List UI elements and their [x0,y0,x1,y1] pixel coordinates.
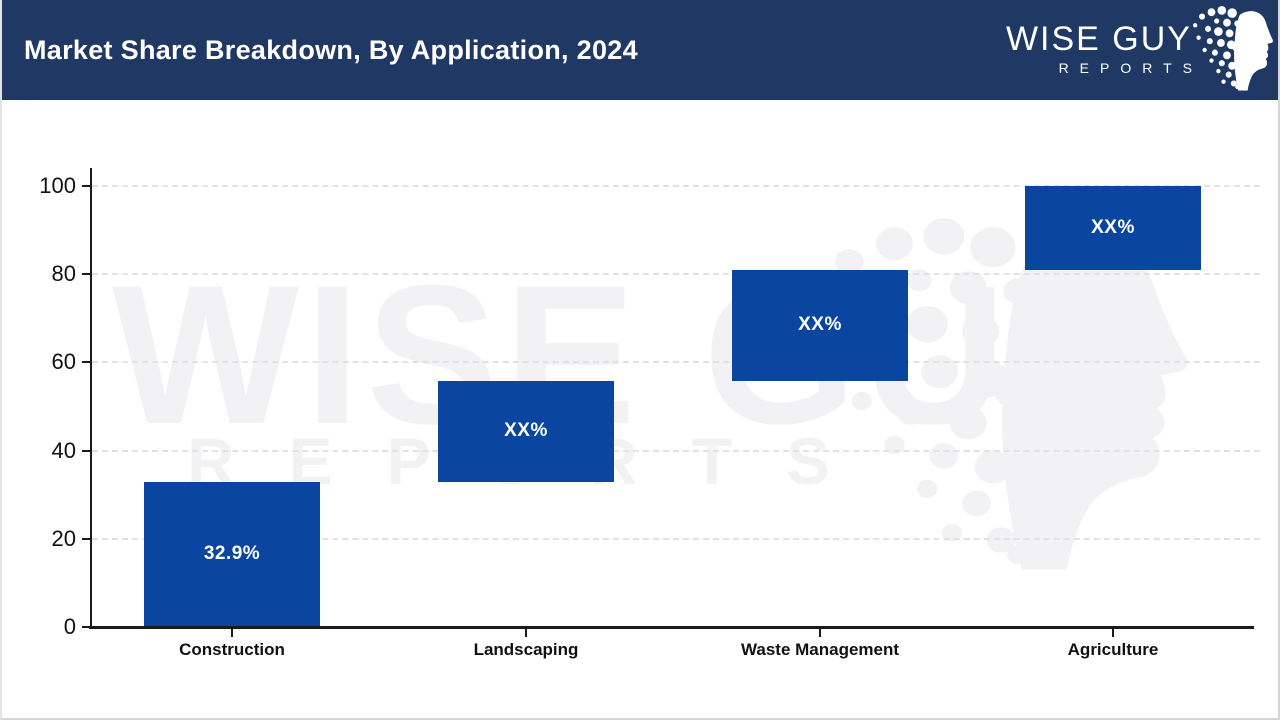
gridline-100 [92,185,1260,187]
x-category-label-agriculture: Agriculture [1067,640,1159,659]
y-tick-label-20: 20 [51,525,76,551]
gridline-20 [92,537,1260,540]
page-title: Market Share Breakdown, By Application, … [24,34,638,65]
y-tick-0 [82,626,90,628]
x-axis-spine [89,626,1254,629]
y-axis-spine [90,168,92,629]
y-tick-100 [82,185,90,187]
y-tick-label-80: 80 [51,261,76,287]
x-tick-landscaping [525,629,527,637]
y-tick-label-100: 100 [39,173,76,198]
header-bar: Market Share Breakdown, By Application, … [2,0,1278,100]
y-tick-40 [82,449,90,452]
bar-value-label-agriculture: XX% [1091,216,1135,238]
bar-waste-management: XX% [732,269,908,381]
x-category-label-landscaping: Landscaping [473,640,579,659]
y-tick-80 [82,273,90,276]
logo-sub-text: REPORTS [1058,60,1203,76]
gridline-80 [92,273,1260,276]
x-tick-agriculture [1112,629,1114,637]
x-tick-waste-management [819,629,821,637]
bar-agriculture: XX% [1025,186,1201,270]
y-tick-label-0: 0 [63,614,76,639]
bar-value-label-landscaping: XX% [504,420,548,442]
bar-landscaping: XX% [438,380,614,482]
x-tick-construction [231,629,233,637]
bar-value-label-construction: 32.9% [203,543,261,565]
logo-name-text: WISE GUY [1005,20,1192,58]
bar-value-label-waste-management: XX% [798,314,842,336]
x-category-label-construction: Construction [179,640,285,659]
gridline-60 [92,361,1260,364]
x-category-label-waste-management: Waste Management [740,640,900,659]
y-tick-label-60: 60 [51,349,76,375]
y-tick-60 [82,361,90,364]
wise-guy-logo: WISE GUY REPORTS [1006,21,1192,76]
gridline-40 [92,449,1260,452]
y-tick-20 [82,537,90,540]
bar-construction: 32.9% [144,481,320,627]
y-tick-label-40: 40 [51,437,76,463]
wise-guy-logo-face-icon [1193,6,1273,91]
